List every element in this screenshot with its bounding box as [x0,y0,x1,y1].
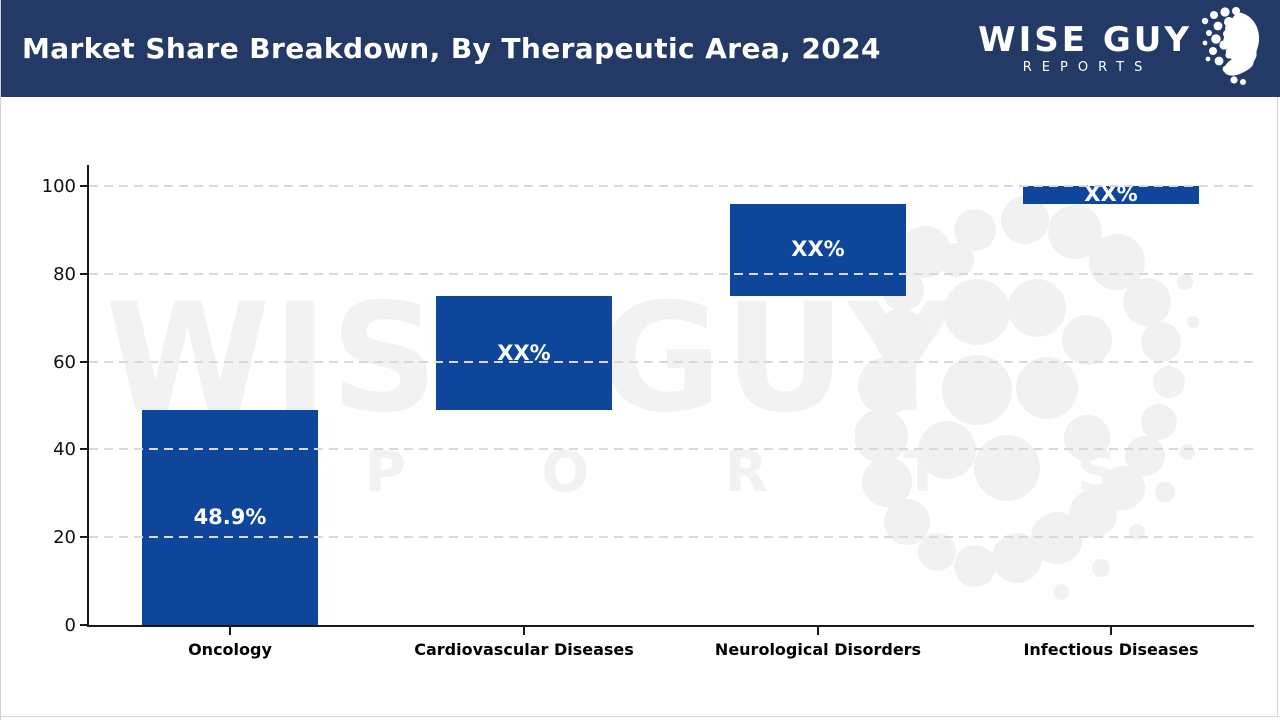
logo-text: WISE GUY REPORTS [978,23,1192,74]
bar-value-label: XX% [791,237,845,262]
logo-reports-label: REPORTS [1022,60,1153,75]
y-tick-60 [80,360,88,363]
x-tick-2 [523,627,525,635]
gridline-100 [89,185,1254,187]
bar-value-label: XX% [497,340,551,365]
gridline-60 [89,360,1254,363]
y-tick-40 [80,448,88,451]
bar-cardiovascular-diseases: XX% [436,295,612,411]
y-axis-line [87,165,89,626]
y-tick-80 [80,272,88,275]
x-tick-4 [1110,627,1112,635]
x-category-label-4: Infectious Diseases [1023,640,1199,659]
watermark-head-icon [854,190,1205,624]
x-axis-line [87,625,1254,627]
logo-head-icon [1196,6,1262,91]
logo-wiseguy-label: WISE GUY [978,20,1192,60]
y-tick-label-20: 20 [53,527,76,549]
image-bottom-border [0,716,1280,717]
x-category-label-3: Neurological Disorders [714,640,922,659]
y-tick-label-0: 0 [64,615,76,636]
gridline-80 [89,272,1254,275]
bar-infectious-diseases: XX% [1023,182,1199,207]
bar-value-label: 48.9% [193,505,267,530]
x-category-label-2: Cardiovascular Diseases [414,640,634,659]
x-category-label-1: Oncology [188,640,272,659]
y-tick-label-100: 100 [41,176,76,197]
image-left-border [0,0,1,720]
bar-oncology: 48.9% [142,410,318,625]
bar-neurological-disorders: XX% [730,203,906,296]
header-bar: Market Share Breakdown, By Therapeutic A… [0,0,1280,97]
wise-guy-reports-logo: WISE GUY REPORTS [978,6,1280,91]
y-tick-label-60: 60 [53,351,76,373]
x-tick-3 [817,627,819,635]
x-tick-1 [229,627,231,635]
y-tick-label-80: 80 [53,263,76,285]
image-right-border [1277,97,1278,717]
bar-value-label: XX% [1084,182,1138,207]
chart-title: Market Share Breakdown, By Therapeutic A… [22,32,881,65]
y-tick-0 [80,624,88,626]
gridline-20 [89,536,1254,539]
y-tick-label-40: 40 [53,439,76,461]
gridline-40 [89,448,1254,451]
y-tick-20 [80,536,88,539]
y-tick-100 [80,185,88,187]
